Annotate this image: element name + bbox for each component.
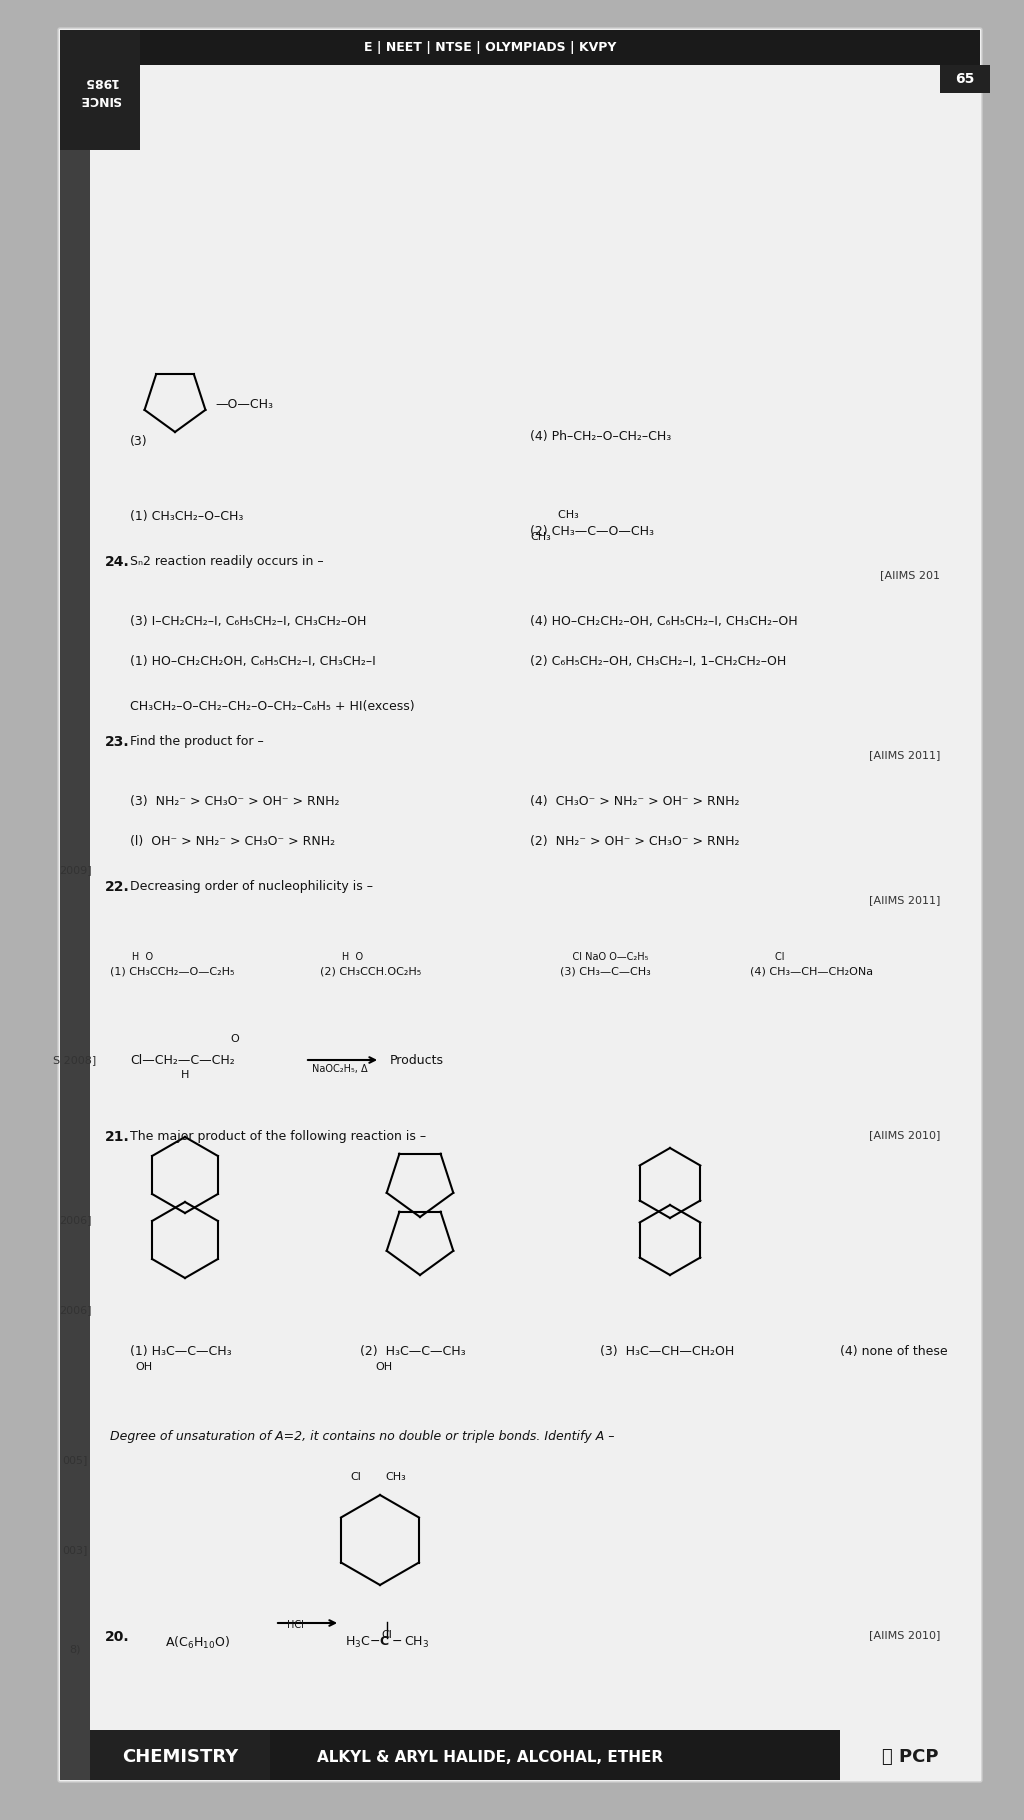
Text: (3): (3) xyxy=(130,435,147,448)
Text: S 2008]: S 2008] xyxy=(53,1056,96,1065)
Text: Find the product for –: Find the product for – xyxy=(130,735,264,748)
Text: Degree of unsaturation of A=2, it contains no double or triple bonds. Identify A: Degree of unsaturation of A=2, it contai… xyxy=(110,1431,614,1443)
Text: CH₃: CH₃ xyxy=(385,1472,406,1481)
Text: 21.: 21. xyxy=(105,1130,130,1145)
Text: [AIIMS 2010]: [AIIMS 2010] xyxy=(868,1631,940,1640)
Text: ALKYL & ARYL HALIDE, ALCOHAL, ETHER: ALKYL & ARYL HALIDE, ALCOHAL, ETHER xyxy=(317,1749,664,1765)
Text: 24.: 24. xyxy=(105,555,130,570)
Text: SINCE
1985: SINCE 1985 xyxy=(79,75,121,106)
Text: HCl: HCl xyxy=(287,1620,303,1631)
FancyBboxPatch shape xyxy=(60,29,90,1780)
Text: The major product of the following reaction is –: The major product of the following react… xyxy=(130,1130,426,1143)
Text: (3)  NH₂⁻ > CH₃O⁻ > OH⁻ > RNH₂: (3) NH₂⁻ > CH₃O⁻ > OH⁻ > RNH₂ xyxy=(130,795,340,808)
Text: (3) I–CH₂CH₂–I, C₆H₅CH₂–I, CH₃CH₂–OH: (3) I–CH₂CH₂–I, C₆H₅CH₂–I, CH₃CH₂–OH xyxy=(130,615,367,628)
Text: 005]: 005] xyxy=(62,1454,88,1465)
Text: E | NEET | NTSE | OLYMPIADS | KVPY: E | NEET | NTSE | OLYMPIADS | KVPY xyxy=(364,42,616,55)
Text: (2)  NH₂⁻ > OH⁻ > CH₃O⁻ > RNH₂: (2) NH₂⁻ > OH⁻ > CH₃O⁻ > RNH₂ xyxy=(530,835,739,848)
Text: (4) Ph–CH₂–O–CH₂–CH₃: (4) Ph–CH₂–O–CH₂–CH₃ xyxy=(530,430,672,442)
Text: 003]: 003] xyxy=(62,1545,88,1554)
Text: (1) CH₃CH₂–O–CH₃: (1) CH₃CH₂–O–CH₃ xyxy=(130,510,244,522)
Text: OH: OH xyxy=(135,1361,153,1372)
FancyBboxPatch shape xyxy=(90,29,980,66)
Text: CHEMISTRY: CHEMISTRY xyxy=(122,1747,239,1765)
Text: (1) HO–CH₂CH₂OH, C₆H₅CH₂–I, CH₃CH₂–I: (1) HO–CH₂CH₂OH, C₆H₅CH₂–I, CH₃CH₂–I xyxy=(130,655,376,668)
Text: 20.: 20. xyxy=(105,1631,130,1643)
Text: [AIIMS 2010]: [AIIMS 2010] xyxy=(868,1130,940,1139)
Text: Ⓟ PCP: Ⓟ PCP xyxy=(882,1747,938,1765)
Text: Products: Products xyxy=(390,1054,444,1067)
Text: 2009]: 2009] xyxy=(58,864,91,875)
Text: H: H xyxy=(181,1070,189,1079)
Text: Cl: Cl xyxy=(382,1631,392,1640)
Text: Cl: Cl xyxy=(350,1472,360,1481)
Text: (l)  OH⁻ > NH₂⁻ > CH₃O⁻ > RNH₂: (l) OH⁻ > NH₂⁻ > CH₃O⁻ > RNH₂ xyxy=(130,835,335,848)
Text: (1) H₃C—C—CH₃: (1) H₃C—C—CH₃ xyxy=(130,1345,231,1358)
Text: (3)  H₃C—CH—CH₂OH: (3) H₃C—CH—CH₂OH xyxy=(600,1345,734,1358)
FancyBboxPatch shape xyxy=(940,66,990,93)
Text: 22.: 22. xyxy=(105,881,130,894)
Text: H  O: H O xyxy=(319,952,364,963)
Text: 65: 65 xyxy=(955,73,975,86)
Text: 2006]: 2006] xyxy=(58,1305,91,1316)
Text: (2) CH₃CCH.OC₂H₅: (2) CH₃CCH.OC₂H₅ xyxy=(319,966,421,977)
Text: O: O xyxy=(230,1034,240,1045)
Text: Cl: Cl xyxy=(750,952,784,963)
Text: 2006]: 2006] xyxy=(58,1216,91,1225)
Text: (2)  H₃C—C—CH₃: (2) H₃C—C—CH₃ xyxy=(360,1345,466,1358)
Text: (4) CH₃—CH—CH₂ONa: (4) CH₃—CH—CH₂ONa xyxy=(750,966,873,977)
Text: H  O: H O xyxy=(110,952,154,963)
Text: (4) HO–CH₂CH₂–OH, C₆H₅CH₂–I, CH₃CH₂–OH: (4) HO–CH₂CH₂–OH, C₆H₅CH₂–I, CH₃CH₂–OH xyxy=(530,615,798,628)
Text: (4)  CH₃O⁻ > NH₂⁻ > OH⁻ > RNH₂: (4) CH₃O⁻ > NH₂⁻ > OH⁻ > RNH₂ xyxy=(530,795,739,808)
Text: NaOC₂H₅, Δ: NaOC₂H₅, Δ xyxy=(312,1065,368,1074)
FancyBboxPatch shape xyxy=(90,1731,270,1780)
FancyBboxPatch shape xyxy=(840,1731,980,1780)
Text: A(C$_6$H$_{10}$O): A(C$_6$H$_{10}$O) xyxy=(165,1634,229,1651)
Text: [AIIMS 2011]: [AIIMS 2011] xyxy=(868,750,940,761)
FancyBboxPatch shape xyxy=(60,29,140,149)
Text: (1) CH₃CCH₂—O—C₂H₅: (1) CH₃CCH₂—O—C₂H₅ xyxy=(110,966,234,977)
Text: CH₃: CH₃ xyxy=(530,531,551,542)
Text: (2) C₆H₅CH₂–OH, CH₃CH₂–I, 1–CH₂CH₂–OH: (2) C₆H₅CH₂–OH, CH₃CH₂–I, 1–CH₂CH₂–OH xyxy=(530,655,786,668)
Text: [AIIMS 201: [AIIMS 201 xyxy=(880,570,940,581)
Text: (2) CH₃—C—O—CH₃: (2) CH₃—C—O—CH₃ xyxy=(530,524,654,539)
Text: Cl—CH₂—C—CH₂: Cl—CH₂—C—CH₂ xyxy=(130,1054,234,1067)
Text: Sₙ2 reaction readily occurs in –: Sₙ2 reaction readily occurs in – xyxy=(130,555,324,568)
Text: [AIIMS 2011]: [AIIMS 2011] xyxy=(868,895,940,905)
Text: (4) none of these: (4) none of these xyxy=(840,1345,947,1358)
Text: 23.: 23. xyxy=(105,735,130,750)
Text: (3) CH₃—C—CH₃: (3) CH₃—C—CH₃ xyxy=(560,966,650,977)
Text: —O—CH₃: —O—CH₃ xyxy=(215,399,273,411)
Text: Decreasing order of nucleophilicity is –: Decreasing order of nucleophilicity is – xyxy=(130,881,373,894)
Text: 8): 8) xyxy=(70,1645,81,1654)
FancyBboxPatch shape xyxy=(58,27,982,1782)
Text: H$_3$C$-\mathbf{C}-$CH$_3$: H$_3$C$-\mathbf{C}-$CH$_3$ xyxy=(345,1634,429,1651)
Text: OH: OH xyxy=(375,1361,392,1372)
Text: CH₃CH₂–O–CH₂–CH₂–O–CH₂–C₆H₅ + HI(excess): CH₃CH₂–O–CH₂–CH₂–O–CH₂–C₆H₅ + HI(excess) xyxy=(130,701,415,713)
Text: CH₃: CH₃ xyxy=(530,510,579,521)
Text: Cl NaO O—C₂H₅: Cl NaO O—C₂H₅ xyxy=(560,952,648,963)
FancyBboxPatch shape xyxy=(90,1731,980,1780)
